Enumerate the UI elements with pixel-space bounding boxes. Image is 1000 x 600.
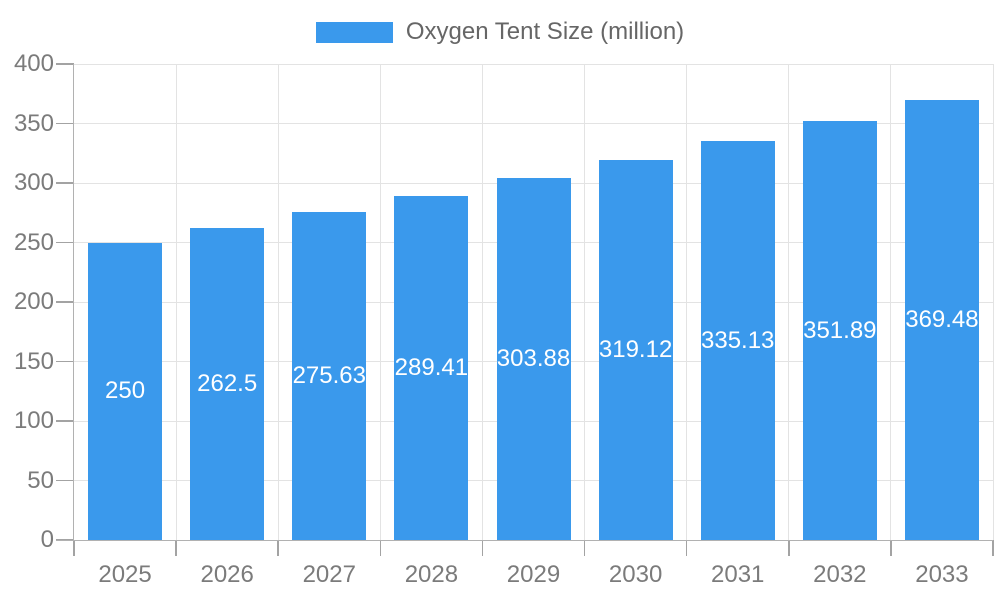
bar-2032[interactable] — [802, 121, 877, 540]
x-tick-mark-3 — [379, 540, 382, 556]
y-tick-mark-150 — [56, 360, 74, 363]
x-tick-mark-2 — [277, 540, 279, 556]
x-gridline-9 — [992, 64, 994, 540]
y-tick-mark-300 — [56, 182, 74, 184]
x-tick-mark-6 — [685, 540, 688, 556]
bar-2026[interactable] — [190, 227, 265, 540]
legend-swatch-icon — [315, 21, 393, 43]
bar-2033[interactable] — [904, 100, 979, 540]
x-gridline-7 — [788, 64, 790, 540]
y-tick-label-50: 50 — [27, 466, 54, 494]
y-tick-label-200: 200 — [13, 288, 54, 315]
x-tick-mark-5 — [583, 540, 586, 556]
x-tick-label-2032: 2032 — [813, 561, 867, 588]
bar-value-label-2027: 275.63 — [292, 362, 366, 389]
x-gridline-1 — [175, 64, 177, 540]
x-tick-label-2030: 2030 — [608, 561, 663, 588]
x-gridline-8 — [890, 64, 892, 540]
y-tick-label-400: 400 — [13, 50, 54, 77]
bar-2027[interactable] — [292, 212, 367, 540]
bar-2028[interactable] — [394, 195, 469, 540]
x-tick-label-2031: 2031 — [711, 561, 765, 588]
x-gridline-4 — [481, 64, 483, 540]
x-tick-mark-4 — [481, 540, 484, 556]
x-tick-label-2025: 2025 — [98, 561, 152, 588]
y-tick-label-100: 100 — [13, 407, 54, 434]
y-tick-mark-350 — [56, 122, 74, 125]
x-gridline-3 — [379, 64, 381, 540]
y-tick-label-250: 250 — [13, 228, 54, 256]
x-tick-label-2033: 2033 — [915, 561, 969, 588]
bar-value-label-2026: 262.5 — [197, 369, 258, 397]
bar-2030[interactable] — [598, 160, 673, 540]
y-tick-mark-100 — [56, 420, 74, 422]
y-tick-mark-400 — [56, 63, 74, 65]
x-tick-mark-9 — [992, 540, 994, 556]
y-tick-mark-200 — [56, 301, 74, 303]
bar-value-label-2029: 303.88 — [496, 345, 571, 373]
x-gridline-2 — [277, 64, 279, 540]
bar-value-label-2025: 250 — [105, 377, 146, 405]
bar-value-label-2031: 335.13 — [701, 326, 775, 354]
bar-value-label-2028: 289.41 — [394, 353, 469, 381]
bar-2025[interactable] — [88, 242, 163, 540]
y-tick-label-300: 300 — [13, 169, 54, 196]
x-tick-mark-0 — [73, 540, 75, 556]
chart-legend[interactable]: Oxygen Tent Size (million) — [0, 19, 1000, 45]
x-tick-label-2026: 2026 — [200, 561, 254, 588]
x-axis-line — [56, 539, 993, 541]
y-tick-mark-250 — [56, 241, 74, 244]
x-gridline-6 — [686, 64, 688, 540]
bar-value-label-2032: 351.89 — [803, 316, 877, 344]
legend-label: Oxygen Tent Size (million) — [405, 18, 685, 45]
y-gridline-400 — [74, 63, 993, 65]
y-tick-mark-50 — [56, 479, 74, 482]
bar-2031[interactable] — [700, 141, 775, 540]
x-tick-mark-1 — [175, 540, 177, 556]
bar-value-label-2033: 369.48 — [905, 306, 979, 334]
y-gridline-350 — [74, 123, 993, 124]
y-tick-label-150: 150 — [13, 347, 54, 375]
x-gridline-5 — [584, 64, 586, 540]
y-axis-line — [72, 64, 74, 540]
y-tick-label-350: 350 — [13, 109, 54, 137]
bar-2029[interactable] — [496, 178, 571, 540]
x-tick-mark-8 — [890, 540, 892, 556]
bar-value-label-2030: 319.12 — [598, 336, 673, 364]
x-tick-label-2029: 2029 — [506, 561, 561, 588]
x-tick-label-2027: 2027 — [302, 561, 356, 588]
x-tick-mark-7 — [788, 540, 790, 556]
y-tick-label-0: 0 — [40, 526, 54, 553]
x-tick-label-2028: 2028 — [404, 561, 459, 588]
